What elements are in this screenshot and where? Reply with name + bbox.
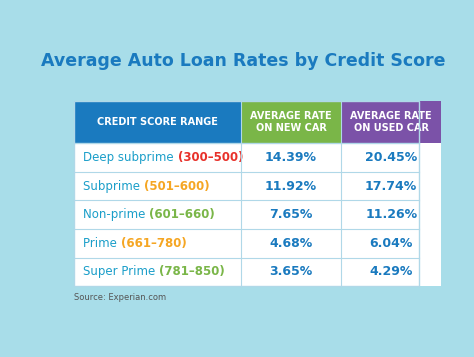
Text: Deep subprime: Deep subprime: [83, 151, 177, 164]
Bar: [241, 172, 341, 200]
Bar: [241, 229, 341, 257]
Bar: [241, 143, 341, 172]
Text: (501–600): (501–600): [144, 180, 210, 192]
Text: (601–660): (601–660): [149, 208, 215, 221]
Text: Super Prime: Super Prime: [83, 265, 159, 278]
Bar: [74, 143, 241, 172]
Text: Prime: Prime: [83, 237, 121, 250]
Text: AVERAGE RATE
ON USED CAR: AVERAGE RATE ON USED CAR: [350, 111, 432, 133]
Bar: [74, 200, 241, 229]
Text: (781–850): (781–850): [159, 265, 225, 278]
Text: 3.65%: 3.65%: [269, 265, 313, 278]
Bar: [74, 229, 241, 257]
Bar: [341, 143, 441, 172]
Bar: [74, 101, 241, 143]
Text: 7.65%: 7.65%: [269, 208, 313, 221]
Bar: [74, 257, 241, 286]
Bar: [341, 257, 441, 286]
Bar: [341, 172, 441, 200]
Bar: [241, 257, 341, 286]
Text: (661–780): (661–780): [121, 237, 186, 250]
Text: 20.45%: 20.45%: [365, 151, 417, 164]
Text: 11.26%: 11.26%: [365, 208, 417, 221]
Text: CREDIT SCORE RANGE: CREDIT SCORE RANGE: [97, 117, 218, 127]
Bar: [341, 101, 441, 143]
Bar: [241, 200, 341, 229]
Text: 6.04%: 6.04%: [369, 237, 413, 250]
Text: (300–500): (300–500): [177, 151, 243, 164]
Bar: [341, 229, 441, 257]
Text: 11.92%: 11.92%: [265, 180, 317, 192]
Text: Source: Experian.com: Source: Experian.com: [74, 293, 166, 302]
Text: 4.68%: 4.68%: [269, 237, 313, 250]
Text: 17.74%: 17.74%: [365, 180, 417, 192]
Text: AVERAGE RATE
ON NEW CAR: AVERAGE RATE ON NEW CAR: [250, 111, 332, 133]
Text: Subprime: Subprime: [83, 180, 144, 192]
Bar: [74, 172, 241, 200]
Bar: [74, 101, 419, 286]
Text: Average Auto Loan Rates by Credit Score: Average Auto Loan Rates by Credit Score: [41, 52, 445, 70]
Text: 14.39%: 14.39%: [265, 151, 317, 164]
Text: Non-prime: Non-prime: [83, 208, 149, 221]
Text: 4.29%: 4.29%: [369, 265, 413, 278]
Bar: [241, 101, 341, 143]
Bar: [341, 200, 441, 229]
